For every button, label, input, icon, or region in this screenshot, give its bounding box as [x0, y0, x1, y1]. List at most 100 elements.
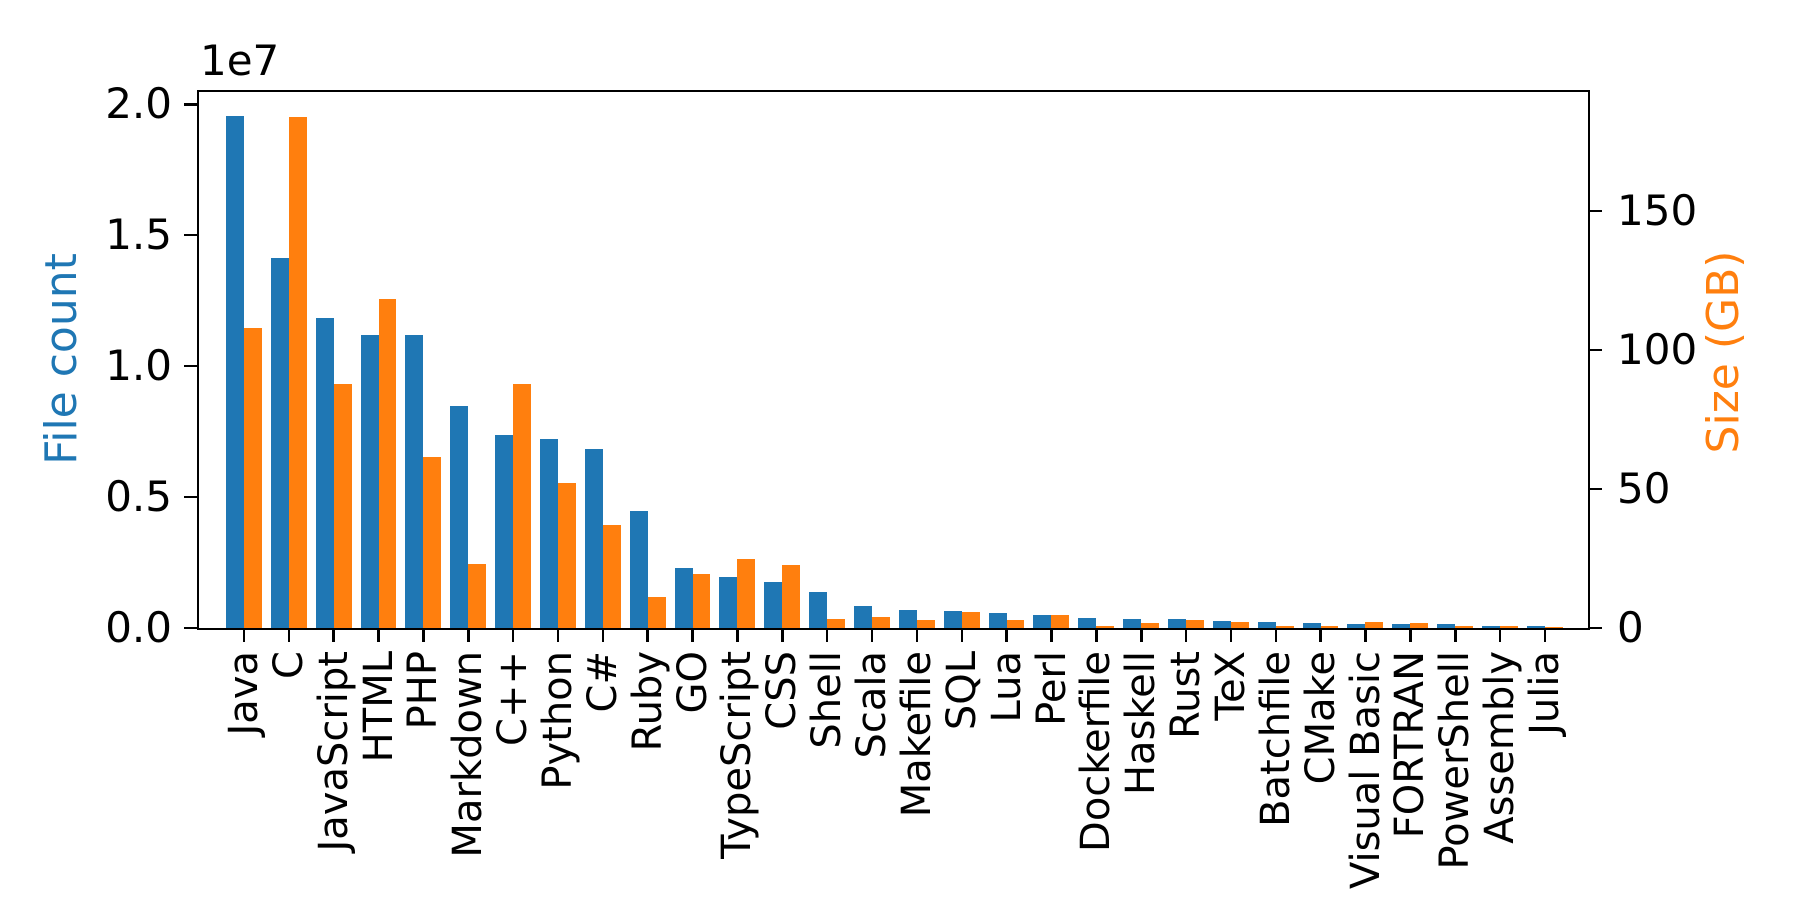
bar-group	[850, 91, 895, 628]
right-tick	[1589, 209, 1602, 213]
bar-group	[491, 91, 536, 628]
x-tick-label: Python	[535, 651, 581, 790]
bar-group	[1253, 91, 1298, 628]
x-tick-label: GO	[669, 651, 716, 714]
right-axis-label: Size (GB)	[1698, 250, 1749, 454]
x-tick	[1095, 629, 1098, 643]
x-tick	[1229, 629, 1233, 643]
x-tick-label: FORTRAN	[1387, 651, 1434, 839]
file-count-bar	[719, 576, 738, 628]
left-tick-label: 0.5	[105, 471, 172, 521]
x-tick	[332, 629, 335, 643]
size-bar	[647, 597, 666, 628]
x-tick	[1543, 629, 1547, 643]
x-tick-label: Batchfile	[1252, 651, 1299, 827]
x-tick-label: CSS	[759, 651, 806, 730]
x-tick-label: PHP	[400, 651, 447, 730]
bar-group	[1074, 91, 1119, 628]
x-tick	[556, 629, 560, 643]
x-tick	[1454, 629, 1457, 643]
size-bar	[378, 299, 397, 628]
x-tick-label: C++	[490, 651, 537, 746]
x-tick-label: Rust	[1163, 651, 1210, 739]
x-tick-label: Perl	[1028, 651, 1075, 726]
size-bar	[827, 619, 846, 628]
left-tick	[184, 495, 197, 499]
size-bar	[737, 559, 756, 628]
bar-group	[401, 91, 446, 628]
bar-group	[356, 91, 401, 628]
size-bar	[602, 525, 621, 628]
bar-group	[715, 91, 760, 628]
file-count-bar	[988, 612, 1007, 628]
x-tick-label: Dockerfile	[1073, 651, 1120, 852]
x-tick	[287, 629, 291, 643]
file-count-bar	[898, 609, 917, 628]
x-tick	[1319, 629, 1322, 643]
x-tick-label: Makefile	[893, 651, 940, 818]
bar-group	[1478, 91, 1523, 628]
file-count-bar	[225, 116, 244, 628]
x-tick	[1364, 629, 1367, 643]
x-tick	[870, 629, 874, 643]
x-tick	[511, 629, 515, 643]
x-tick	[377, 629, 380, 643]
file-count-bar	[1392, 624, 1411, 628]
size-bar	[1499, 625, 1518, 628]
x-tick	[1498, 629, 1502, 643]
x-tick-label: Shell	[804, 651, 851, 749]
bar-group	[1119, 91, 1164, 628]
size-bar	[692, 574, 711, 628]
size-bar	[1275, 625, 1294, 628]
left-tick	[184, 626, 197, 629]
file-count-bar	[540, 438, 558, 628]
left-tick	[184, 364, 197, 368]
x-tick	[915, 629, 919, 643]
x-tick-label: Markdown	[445, 651, 492, 858]
bars-layer	[200, 91, 1590, 628]
file-count-bar	[1212, 621, 1231, 628]
size-bar	[1455, 625, 1474, 628]
file-count-bar	[360, 335, 379, 628]
x-tick-label: Ruby	[624, 651, 671, 752]
x-tick	[691, 629, 694, 643]
x-tick-label: CMake	[1297, 651, 1344, 785]
x-tick	[825, 629, 829, 643]
x-tick-label: Julia	[1522, 651, 1569, 735]
x-tick	[1050, 629, 1053, 643]
x-tick	[1184, 629, 1188, 643]
left-tick	[184, 233, 197, 237]
bar-group	[536, 91, 581, 628]
x-tick	[1409, 629, 1412, 643]
file-count-bar	[1033, 614, 1052, 628]
right-tick-label: 100	[1617, 324, 1698, 374]
file-count-bar	[764, 582, 783, 628]
bar-group	[1208, 91, 1253, 628]
size-bar	[961, 612, 980, 628]
right-tick	[1589, 487, 1602, 490]
bar-group	[625, 91, 670, 628]
file-count-bar	[809, 591, 828, 628]
file-count-bar	[584, 449, 603, 628]
bar-group	[1433, 91, 1478, 628]
size-bar	[1230, 621, 1249, 628]
size-bar	[1320, 626, 1339, 628]
x-tick-label: Scala	[849, 651, 896, 759]
left-axis-label: File count	[36, 253, 87, 465]
x-tick	[467, 629, 470, 643]
x-tick	[1005, 629, 1008, 643]
size-bar	[1365, 622, 1384, 628]
axis-offset-text: 1e7	[200, 36, 280, 85]
file-count-bar	[854, 605, 872, 628]
left-tick-label: 2.0	[105, 79, 172, 129]
x-tick	[1140, 629, 1143, 643]
x-tick-label: TeX	[1208, 651, 1254, 721]
x-tick-label: Lua	[983, 651, 1030, 723]
bar-group	[446, 91, 491, 628]
bar-group	[1298, 91, 1343, 628]
x-tick	[601, 629, 605, 643]
size-bar	[1096, 625, 1115, 628]
file-count-bar	[1168, 619, 1186, 628]
x-tick-label: HTML	[355, 651, 402, 763]
x-tick	[781, 629, 784, 643]
